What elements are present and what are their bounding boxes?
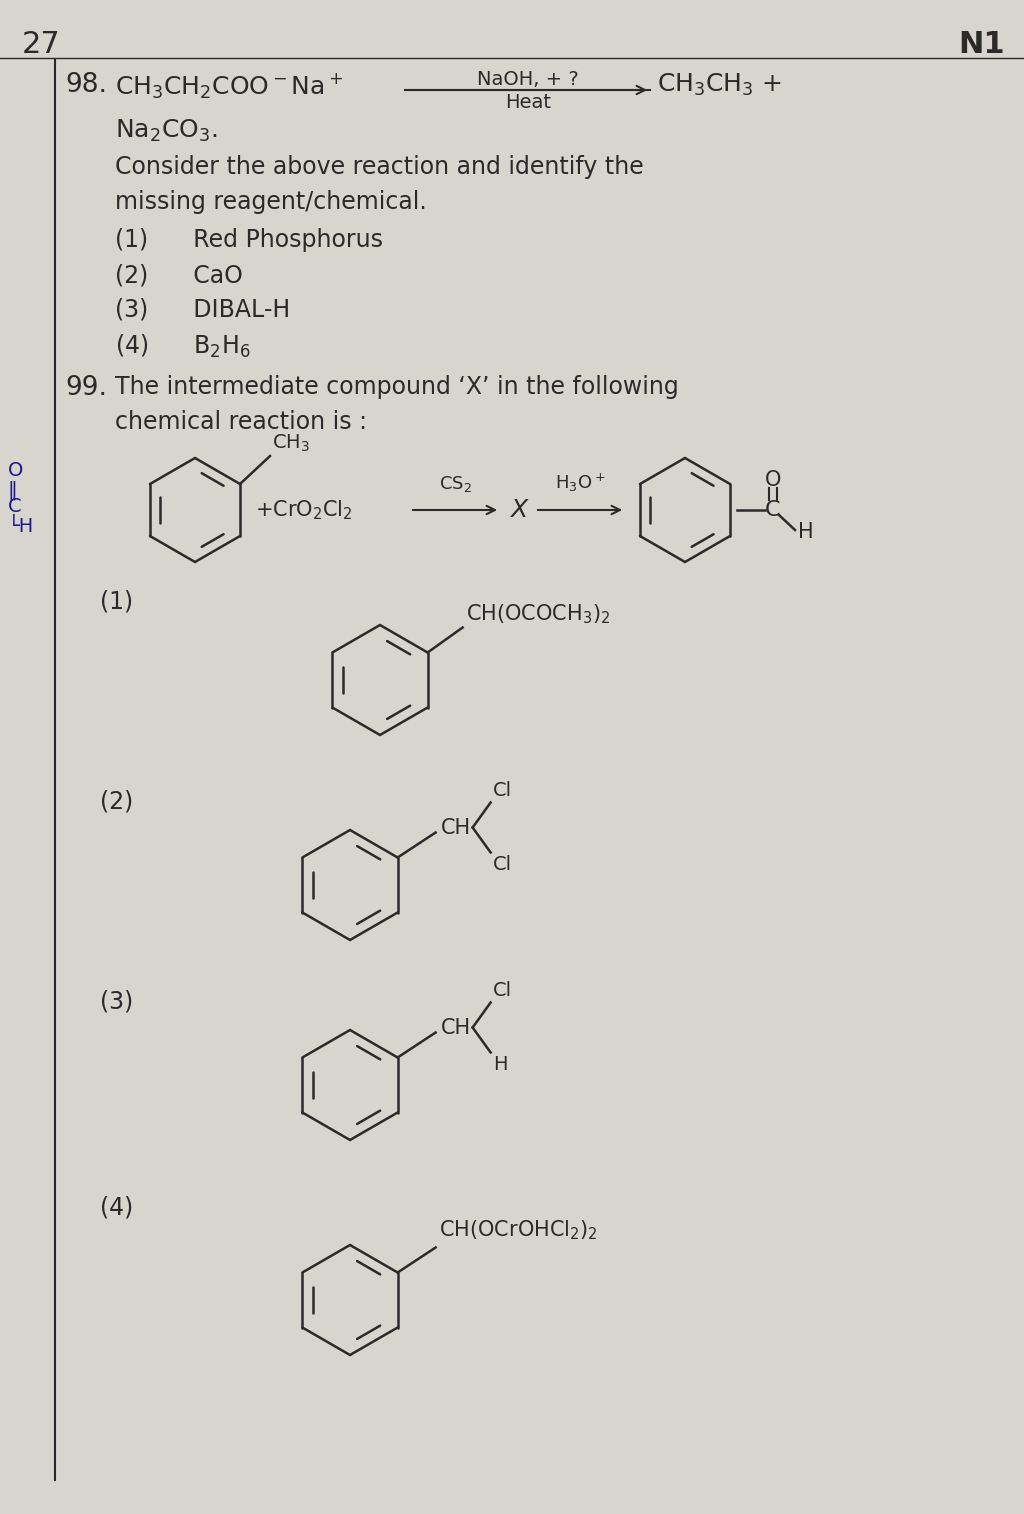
Text: CH: CH [440, 1017, 471, 1037]
Text: C: C [765, 500, 780, 519]
Text: $\mathrm{CH(OCrOHCl_2)_2}$: $\mathrm{CH(OCrOHCl_2)_2}$ [438, 1219, 597, 1243]
Text: $\mathrm{H_3O^+}$: $\mathrm{H_3O^+}$ [555, 472, 605, 494]
Text: N1: N1 [958, 30, 1005, 59]
Text: C: C [8, 498, 22, 516]
Text: 98.: 98. [65, 73, 106, 98]
Text: Cl: Cl [493, 781, 512, 799]
Text: H: H [798, 522, 814, 542]
Text: (4)      $\mathrm{B_2H_6}$: (4) $\mathrm{B_2H_6}$ [115, 333, 251, 360]
Text: (2)      CaO: (2) CaO [115, 263, 243, 288]
Text: H: H [493, 1055, 507, 1075]
Text: (1)      Red Phosphorus: (1) Red Phosphorus [115, 229, 383, 251]
Text: (4): (4) [100, 1195, 133, 1219]
Text: O: O [8, 460, 24, 480]
Text: CH: CH [440, 818, 471, 837]
Text: ‖: ‖ [8, 480, 17, 500]
Text: chemical reaction is :: chemical reaction is : [115, 410, 367, 435]
Text: X: X [510, 498, 527, 522]
Text: Consider the above reaction and identify the: Consider the above reaction and identify… [115, 154, 644, 179]
Text: Cl: Cl [493, 981, 512, 999]
Text: $\mathrm{CH(OCOCH_3)_2}$: $\mathrm{CH(OCOCH_3)_2}$ [466, 603, 610, 625]
Text: NaOH, + ?: NaOH, + ? [477, 70, 579, 89]
Text: (1): (1) [100, 590, 133, 615]
Text: 99.: 99. [65, 375, 106, 401]
Text: Heat: Heat [505, 92, 551, 112]
Text: $\mathrm{CS_2}$: $\mathrm{CS_2}$ [438, 474, 471, 494]
Text: missing reagent/chemical.: missing reagent/chemical. [115, 189, 427, 213]
Text: The intermediate compound ‘X’ in the following: The intermediate compound ‘X’ in the fol… [115, 375, 679, 400]
Text: O: O [765, 469, 781, 491]
Text: $\mathrm{CH_3CH_2COO^-Na^+}$: $\mathrm{CH_3CH_2COO^-Na^+}$ [115, 73, 343, 101]
Text: $\mathrm{Na_2CO_3}$.: $\mathrm{Na_2CO_3}$. [115, 118, 217, 144]
Text: 27: 27 [22, 30, 60, 59]
Text: (3)      DIBAL-H: (3) DIBAL-H [115, 298, 290, 322]
Text: (3): (3) [100, 990, 133, 1014]
Text: $\mathrm{CH_3CH_3}$ +: $\mathrm{CH_3CH_3}$ + [657, 73, 782, 98]
Text: Cl: Cl [493, 855, 512, 875]
Text: $\mathrm{CH_3}$: $\mathrm{CH_3}$ [272, 433, 310, 454]
Text: $+\mathrm{CrO_2Cl_2}$: $+\mathrm{CrO_2Cl_2}$ [255, 498, 352, 522]
Text: └H: └H [8, 516, 34, 536]
Text: (2): (2) [100, 790, 133, 815]
